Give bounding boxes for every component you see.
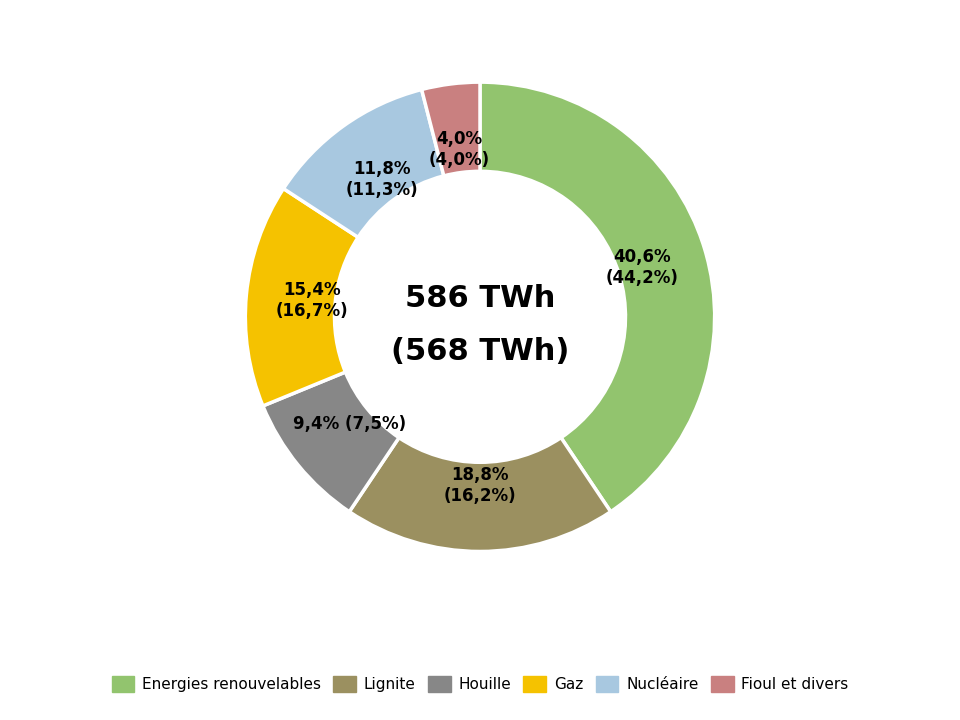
Text: 18,8%
(16,2%): 18,8% (16,2%) [444, 467, 516, 505]
Text: 586 TWh: 586 TWh [405, 284, 555, 312]
Wedge shape [480, 82, 714, 512]
Text: 9,4% (7,5%): 9,4% (7,5%) [293, 415, 406, 433]
Wedge shape [263, 372, 399, 512]
Text: 15,4%
(16,7%): 15,4% (16,7%) [276, 282, 348, 320]
Text: 40,6%
(44,2%): 40,6% (44,2%) [605, 248, 678, 287]
Text: 11,8%
(11,3%): 11,8% (11,3%) [346, 160, 418, 199]
Text: 4,0%
(4,0%): 4,0% (4,0%) [428, 130, 490, 168]
Legend: Energies renouvelables, Lignite, Houille, Gaz, Nucléaire, Fioul et divers: Energies renouvelables, Lignite, Houille… [106, 670, 854, 698]
Wedge shape [246, 189, 358, 406]
Text: (568 TWh): (568 TWh) [391, 338, 569, 366]
Wedge shape [349, 438, 611, 552]
Wedge shape [283, 89, 444, 238]
Wedge shape [421, 82, 480, 176]
